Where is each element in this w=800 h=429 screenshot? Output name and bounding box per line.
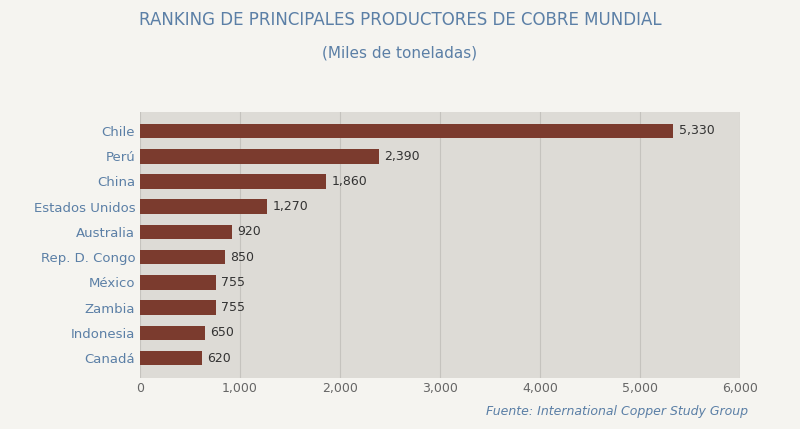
Text: 1,270: 1,270 [273,200,308,213]
Bar [140,174,326,189]
Bar [140,351,202,366]
Text: 755: 755 [221,276,245,289]
Bar [140,149,379,163]
Text: 1,860: 1,860 [331,175,367,188]
Bar [140,275,215,290]
Text: 850: 850 [230,251,254,264]
Text: 920: 920 [238,225,262,239]
Text: 620: 620 [207,352,231,365]
Text: 2,390: 2,390 [385,150,420,163]
Text: Fuente: International Copper Study Group: Fuente: International Copper Study Group [486,405,748,418]
Text: (Miles de toneladas): (Miles de toneladas) [322,45,478,60]
Text: 650: 650 [210,326,234,339]
Bar [140,199,267,214]
Bar [140,124,673,138]
Text: RANKING DE PRINCIPALES PRODUCTORES DE COBRE MUNDIAL: RANKING DE PRINCIPALES PRODUCTORES DE CO… [138,11,662,29]
Text: 5,330: 5,330 [678,124,714,137]
Bar [140,250,225,264]
Bar [140,225,232,239]
Bar [140,326,205,340]
Text: 755: 755 [221,301,245,314]
Bar [140,300,215,315]
